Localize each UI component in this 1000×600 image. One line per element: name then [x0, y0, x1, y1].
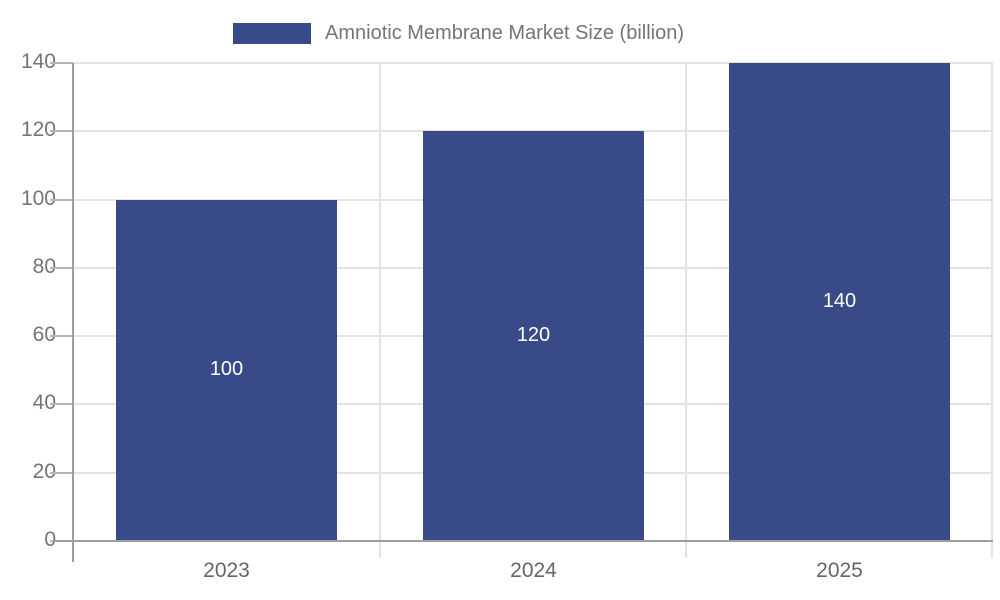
y-axis-tick — [50, 471, 73, 474]
gridline — [73, 62, 993, 64]
bar-2023[interactable] — [116, 199, 337, 541]
bar-value-label: 100 — [209, 358, 244, 381]
x-axis-line — [53, 540, 993, 542]
y-tick-label: 140 — [20, 50, 56, 73]
y-tick-label: 20 — [32, 459, 56, 483]
category-separator — [379, 63, 381, 558]
y-tick-label: 120 — [20, 118, 56, 142]
y-tick-label: 0 — [0, 528, 56, 552]
bar-value-label: 120 — [516, 324, 551, 347]
legend-item[interactable]: Amniotic Membrane Market Size (billion) — [233, 22, 684, 45]
category-separator — [991, 63, 993, 558]
y-axis-tick — [50, 62, 73, 64]
y-tick-label: 40 — [32, 391, 56, 415]
y-tick-label: 60 — [32, 323, 56, 347]
legend-label: Amniotic Membrane Market Size (billion) — [325, 21, 685, 44]
bar-value-label: 140 — [822, 290, 857, 312]
x-tick-label-2025: 2025 — [816, 559, 863, 582]
y-tick-label: 100 — [20, 186, 56, 210]
y-axis-tick — [50, 403, 73, 406]
y-axis-tick — [50, 198, 73, 201]
y-axis-line — [72, 63, 74, 562]
x-tick-label-2023: 2023 — [203, 559, 250, 582]
bar-2025[interactable] — [729, 63, 950, 541]
legend-swatch — [233, 22, 311, 44]
y-axis-tick — [50, 335, 73, 338]
y-axis-tick — [50, 266, 73, 269]
x-tick-label-2024: 2024 — [510, 559, 557, 582]
plot-area: 100 120 140 — [73, 62, 993, 558]
y-tick-label: 80 — [32, 254, 56, 278]
legend: Amniotic Membrane Market Size (billion) — [233, 21, 684, 45]
y-axis-tick — [50, 130, 73, 133]
bar-2024[interactable] — [423, 131, 644, 541]
category-separator — [685, 63, 687, 558]
